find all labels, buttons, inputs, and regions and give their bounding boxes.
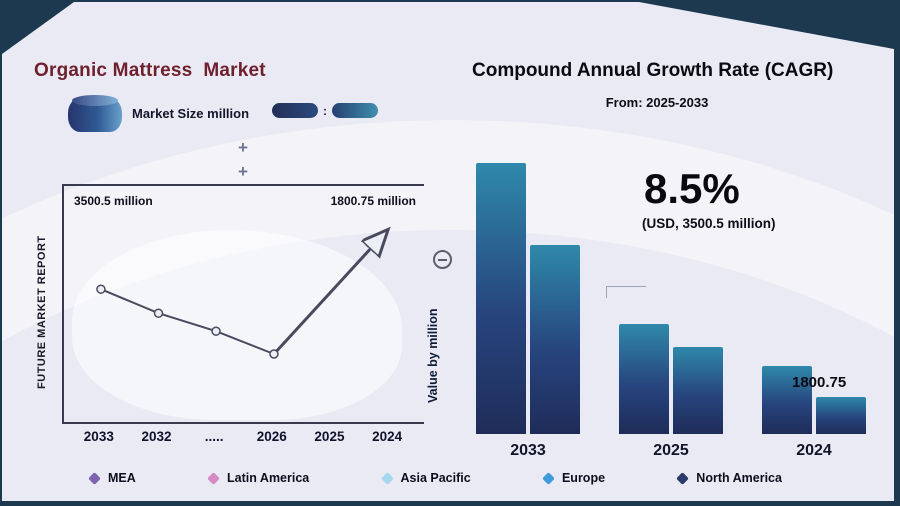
right-xaxis-label: 2025	[653, 442, 689, 459]
left-chart-xlabels: 2033 2032..... 2026 2025 2024	[62, 429, 424, 444]
corner-decoration-top-left	[2, 2, 74, 54]
right-bar-2025-secondary	[673, 346, 723, 434]
legend-diamond-icon	[380, 471, 394, 485]
legend-label: Europe	[561, 471, 606, 485]
right-xaxis-label: 2033	[510, 442, 546, 459]
legend-label: Latin America	[227, 471, 310, 485]
right-bar-2025-primary	[619, 324, 669, 434]
left-chart-side-label: FUTURE MARKET REPORT	[36, 235, 48, 389]
right-bar-pair	[762, 152, 866, 434]
callout-line-decoration	[606, 286, 646, 298]
right-chart-groups: 2033 2025 2024	[470, 152, 872, 464]
trend-line-svg	[96, 186, 426, 359]
legend-item-asia-pacific: Asia Pacific	[380, 471, 471, 485]
plus-decoration-icon: +	[238, 162, 248, 181]
trend-marker-icon	[211, 326, 221, 336]
right-bar-2024-primary	[762, 366, 812, 434]
legend-diamond-icon	[676, 471, 690, 485]
legend-label: North America	[696, 471, 782, 485]
region-legend: MEA Latin America Asia Pacific Europe North …	[2, 471, 894, 485]
right-bar-pair	[619, 152, 723, 434]
right-bar-2033-primary	[476, 163, 526, 434]
left-chart: 3500.5 million 1800.75 million	[62, 184, 424, 424]
legend-label: MEA	[108, 471, 136, 485]
left-chart-min-label: 1800.75 million	[330, 194, 416, 208]
pill-gradient-icon	[332, 103, 378, 118]
pill-icons: :	[272, 103, 378, 118]
right-chart-annotation: 1800.75	[792, 374, 847, 391]
legend-label: Asia Pacific	[400, 471, 471, 485]
cagr-subtitle: From: 2025-2033	[605, 95, 709, 110]
trend-marker-icon	[96, 284, 106, 294]
right-bar-2033-secondary	[530, 245, 580, 434]
minus-circle-icon	[433, 250, 452, 269]
left-xaxis-label: 2026	[256, 429, 287, 444]
trend-marker-icon	[153, 308, 164, 318]
right-bar-group-2024: 2024	[762, 152, 866, 464]
cagr-caption: (USD, 3500.5 million)	[642, 216, 776, 231]
right-chart-yaxis-label: Value by million	[426, 308, 440, 404]
left-chart-top-labels: 3500.5 million 1800.75 million	[74, 194, 416, 208]
right-bar-group-2033: 2033	[476, 152, 580, 464]
left-xaxis-label: 2024	[372, 429, 403, 444]
colon-separator: :	[323, 103, 327, 118]
right-xaxis-label: 2024	[796, 442, 832, 459]
cagr-value: 8.5%	[644, 165, 740, 212]
legend-item-latin-america: Latin America	[207, 471, 310, 485]
plus-decoration-icon: +	[238, 138, 248, 157]
pill-dark-icon	[272, 103, 318, 118]
cagr-title: Compound Annual Growth Rate (CAGR)	[472, 60, 834, 81]
page-title: Organic Mattress Market	[34, 60, 266, 81]
legend-item-north-america: North America	[676, 471, 782, 485]
left-xaxis-label: 2025	[314, 429, 345, 444]
left-chart-max-label: 3500.5 million	[74, 194, 153, 208]
left-xaxis-label: 2032	[141, 429, 172, 444]
legend-diamond-icon	[88, 471, 101, 485]
right-bar-group-2025: 2025	[619, 152, 723, 464]
corner-decoration-top-right	[639, 2, 894, 49]
market-size-label: Market Size million	[132, 106, 250, 121]
background-blob	[72, 230, 402, 420]
trend-line	[100, 288, 275, 355]
trend-arrow	[272, 232, 386, 356]
trend-marker-icon	[269, 349, 279, 359]
legend-item-europe: Europe	[542, 471, 606, 485]
legend-diamond-icon	[207, 471, 220, 485]
cylinder-icon	[68, 95, 122, 132]
legend-diamond-icon	[542, 471, 555, 485]
legend-item-mea: MEA	[88, 471, 136, 485]
right-bar-pair	[476, 152, 580, 434]
right-bar-2024-secondary	[816, 397, 866, 434]
left-xaxis-label: .....	[204, 429, 224, 444]
left-xaxis-label: 2033	[83, 429, 114, 444]
